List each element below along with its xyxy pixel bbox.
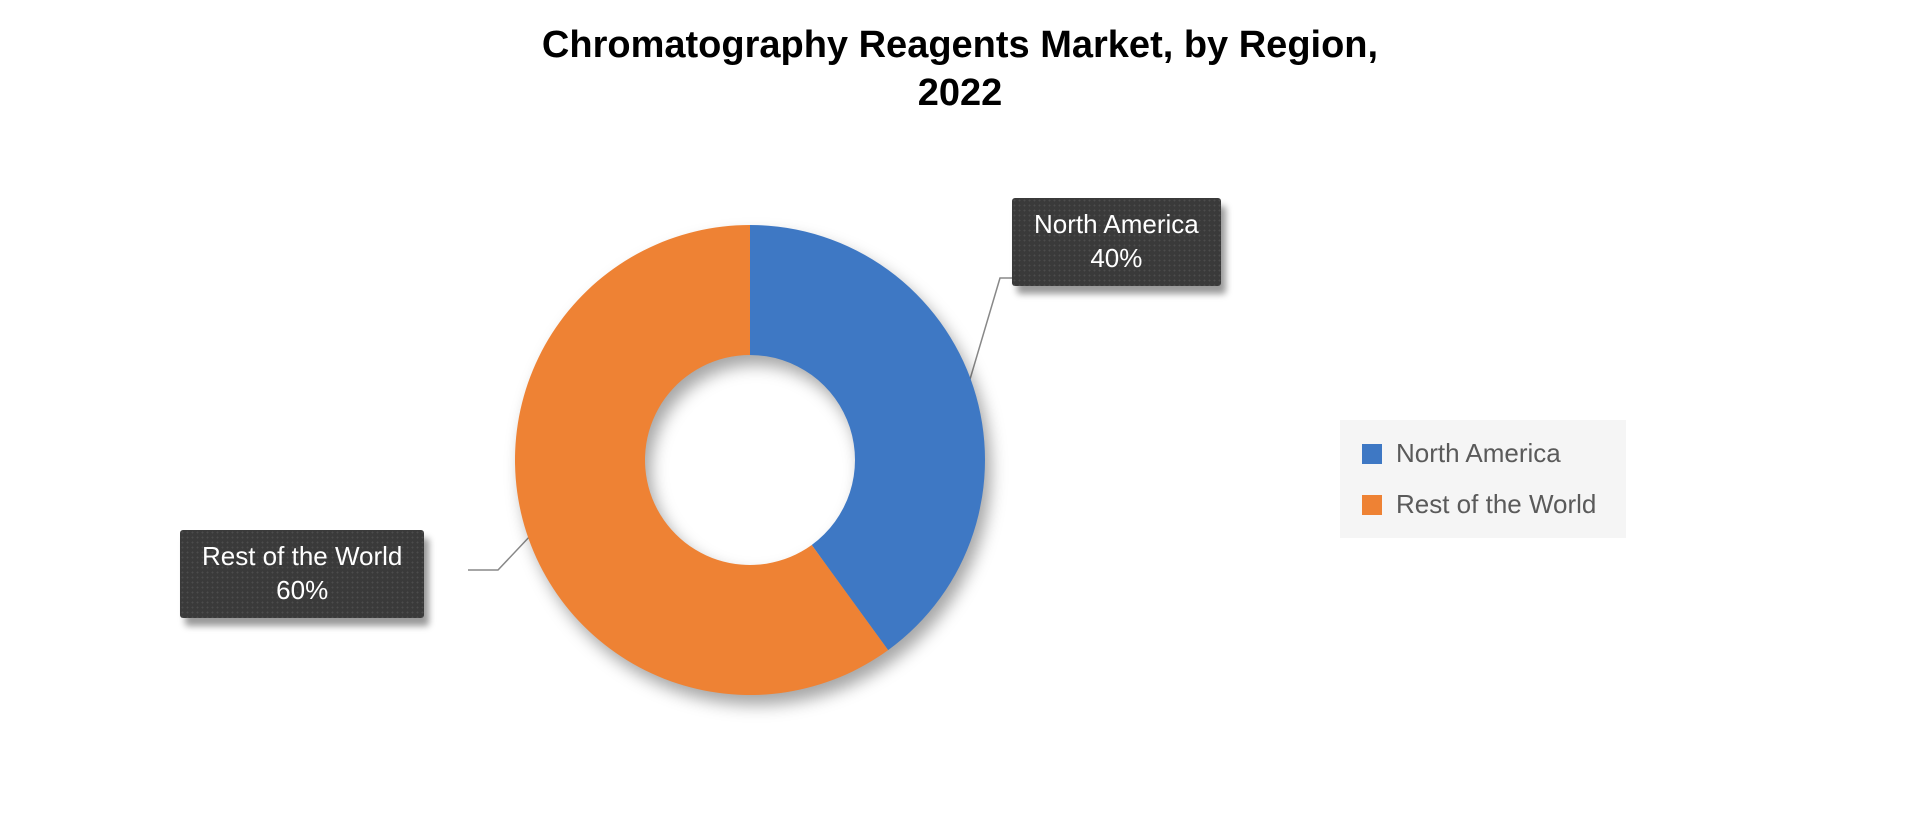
callout-label: North America <box>1034 209 1199 239</box>
legend-swatch <box>1362 444 1382 464</box>
callout-leader <box>468 534 532 570</box>
legend-item-rest-of-world: Rest of the World <box>1362 489 1596 520</box>
callout-percent: 40% <box>1090 243 1142 273</box>
chart-container: Chromatography Reagents Market, by Regio… <box>0 0 1920 818</box>
legend-swatch <box>1362 495 1382 515</box>
legend-item-north-america: North America <box>1362 438 1596 469</box>
legend-label: North America <box>1396 438 1561 469</box>
callout-rest-of-world: Rest of the World 60% <box>180 530 424 618</box>
callout-label: Rest of the World <box>202 541 402 571</box>
donut-chart <box>0 0 1920 818</box>
callout-percent: 60% <box>276 575 328 605</box>
donut-slices <box>515 225 985 695</box>
legend-label: Rest of the World <box>1396 489 1596 520</box>
legend: North America Rest of the World <box>1340 420 1626 538</box>
callout-north-america: North America 40% <box>1012 198 1221 286</box>
callout-leader <box>968 278 1012 386</box>
